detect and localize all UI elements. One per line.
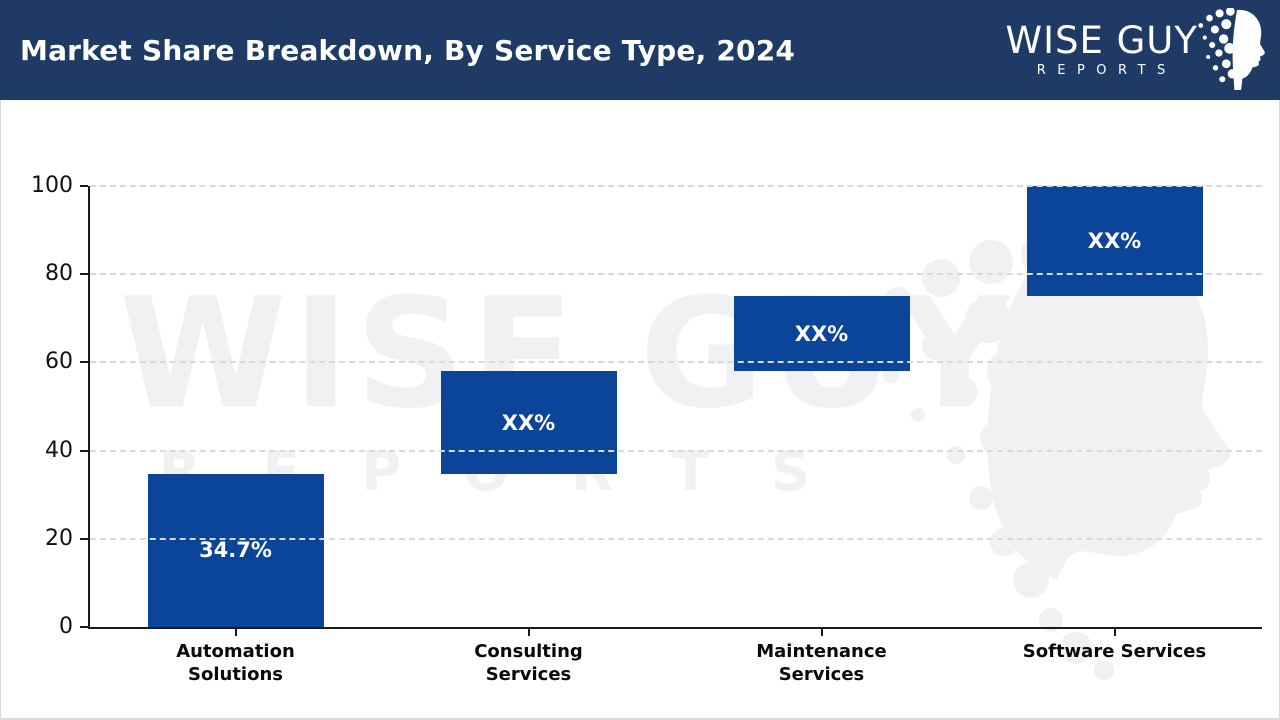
category-label: Software Services (965, 641, 1265, 664)
x-tick-mark (527, 629, 530, 636)
category-label-line: Consulting (474, 641, 583, 662)
y-tick-label-80: 80 (45, 261, 73, 287)
gridline-40 (90, 449, 1262, 452)
y-tick-label-20: 20 (45, 525, 73, 551)
y-tick-mark-40 (80, 449, 88, 452)
logo-text: WISE GUY REPORTS (1006, 22, 1198, 78)
bar-segment: XX% (440, 371, 617, 474)
category-label-line: Services (778, 663, 865, 685)
header-band: Market Share Breakdown, By Service Type,… (0, 0, 1280, 100)
y-tick-mark-60 (80, 361, 88, 364)
category-label-line: Software Services (1022, 641, 1207, 662)
bar-segment: XX% (733, 296, 910, 372)
category-label-line: Services (485, 663, 572, 685)
bar-segment: XX% (1026, 186, 1203, 297)
y-tick-mark-100 (80, 185, 88, 187)
y-tick-mark-0 (80, 626, 88, 628)
plot-area: WISE GUY REPORTS 02040608010034.7%Automa… (0, 100, 1280, 720)
gridline-20 (90, 537, 1262, 540)
gridline-80 (90, 273, 1262, 276)
wise-guy-logo: WISE GUY REPORTS (1006, 8, 1266, 92)
chart-title: Market Share Breakdown, By Service Type,… (20, 33, 796, 67)
bar-segment: 34.7% (147, 473, 324, 627)
y-tick-mark-20 (80, 537, 88, 540)
logo-face-icon (1198, 8, 1265, 90)
bar-value-label: XX% (501, 410, 556, 435)
x-tick-mark (234, 629, 237, 636)
bar-value-label: XX% (794, 321, 849, 346)
y-tick-label-60: 60 (45, 349, 73, 375)
x-tick-mark (820, 629, 823, 636)
x-axis-line (88, 627, 1262, 629)
category-label-line: Maintenance (756, 641, 887, 662)
x-tick-mark (1113, 629, 1116, 636)
y-tick-mark-80 (80, 273, 88, 276)
logo-brand-text: WISE GUY (1005, 19, 1198, 62)
gridline-60 (90, 361, 1262, 364)
category-label: Automation Solutions (86, 641, 386, 686)
category-label: Consulting Services (379, 641, 679, 686)
gridline-100 (90, 185, 1262, 187)
logo-sub-text: REPORTS (1036, 63, 1177, 78)
y-tick-label-0: 0 (59, 614, 73, 639)
y-tick-label-40: 40 (45, 437, 73, 463)
y-tick-label-100: 100 (31, 173, 73, 198)
y-axis-line (88, 186, 90, 629)
category-label-line: Automation (176, 641, 295, 662)
category-label-line: Solutions (188, 663, 283, 685)
category-label: Maintenance Services (672, 641, 972, 686)
bar-value-label: 34.7% (199, 538, 272, 563)
bar-value-label: XX% (1087, 229, 1142, 254)
